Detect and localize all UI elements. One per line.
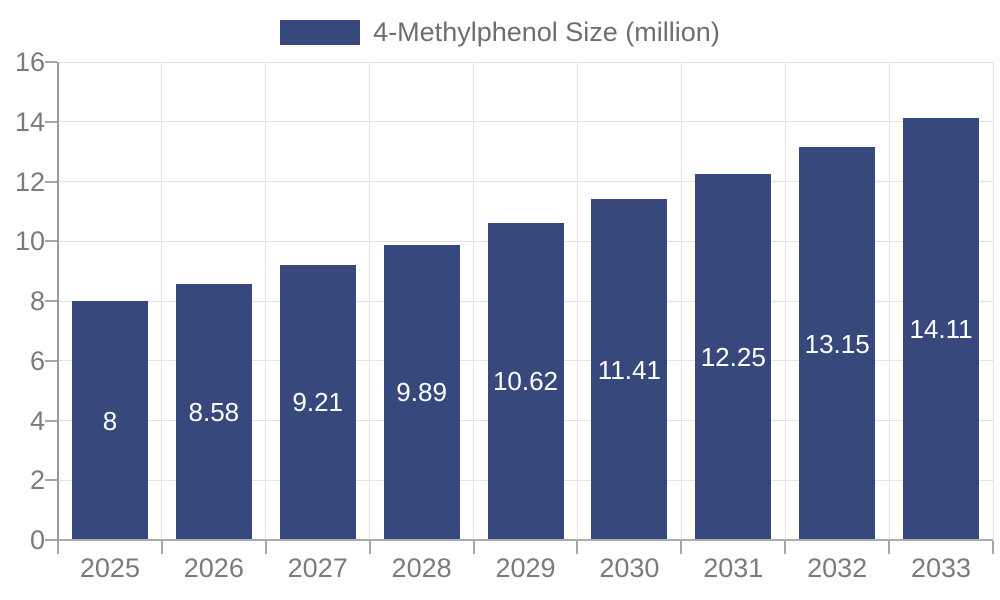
bar-value-label: 9.89 <box>396 377 447 408</box>
gridline-vertical <box>265 62 267 540</box>
y-axis-tick-label: 14 <box>14 106 45 137</box>
x-axis-tick-label: 2029 <box>495 553 556 583</box>
bar-2033[interactable]: 14.11 <box>903 118 980 540</box>
x-axis-tick <box>472 541 475 554</box>
gridline-vertical <box>992 62 994 540</box>
x-axis-tick <box>57 541 59 554</box>
y-axis-tick <box>45 180 57 183</box>
gridline-vertical <box>576 62 578 540</box>
x-axis-tick <box>160 541 163 554</box>
bar-value-label: 14.11 <box>909 314 973 345</box>
bar-value-label: 9.21 <box>292 387 344 418</box>
y-axis-tick-label: 0 <box>29 525 45 555</box>
y-axis-tick-label: 4 <box>29 405 45 436</box>
gridline-vertical <box>888 62 890 540</box>
y-axis-tick <box>45 419 57 422</box>
x-axis-tick-label: 2025 <box>79 553 140 583</box>
y-axis-tick <box>45 240 57 243</box>
y-axis-tick <box>45 539 57 541</box>
x-axis-tick-label: 2031 <box>703 553 764 583</box>
bar-2028[interactable]: 9.89 <box>383 244 460 540</box>
bar-2027[interactable]: 9.21 <box>279 264 356 540</box>
x-axis-line <box>58 539 993 541</box>
bar-2025[interactable]: 8 <box>71 301 148 540</box>
y-axis-tick-label: 8 <box>29 286 45 316</box>
y-axis-tick <box>45 359 57 362</box>
bar-2032[interactable]: 13.15 <box>799 147 876 540</box>
bar-value-label: 8.58 <box>188 396 240 427</box>
legend[interactable]: 4-Methylphenol Size (million) <box>0 17 1000 47</box>
bar-2026[interactable]: 8.58 <box>175 283 252 540</box>
y-axis-tick-label: 16 <box>14 47 45 77</box>
gridline-horizontal <box>58 181 993 182</box>
bar-value-label: 11.41 <box>597 354 661 385</box>
bar-value-label: 8 <box>102 405 118 436</box>
x-axis-tick-label: 2033 <box>911 553 972 583</box>
x-axis-tick <box>368 541 371 554</box>
bar-2030[interactable]: 11.41 <box>591 199 668 540</box>
x-axis-tick-label: 2027 <box>287 553 348 583</box>
gridline-horizontal <box>58 121 993 123</box>
plot-area: 8 8.58 9.21 9.89 10.62 11.41 12.25 13.15 14.11 <box>45 61 994 554</box>
gridline-vertical <box>369 62 371 540</box>
x-axis-tick-label: 2032 <box>807 553 868 583</box>
y-axis-line <box>57 62 59 554</box>
bar-value-label: 12.25 <box>700 342 766 373</box>
gridline-vertical <box>784 62 786 540</box>
y-axis-tick <box>45 479 57 482</box>
x-axis-tick <box>576 541 579 554</box>
gridline-vertical <box>680 62 682 540</box>
y-axis-tick-label: 10 <box>14 226 45 257</box>
y-axis-tick-label: 2 <box>29 465 45 496</box>
x-axis-tick-label: 2028 <box>391 553 452 583</box>
y-axis-tick-label: 6 <box>29 345 45 376</box>
x-axis-tick-label: 2026 <box>183 553 244 583</box>
y-axis-tick-label: 12 <box>14 166 45 197</box>
x-axis-tick <box>264 541 267 554</box>
y-axis-tick <box>45 61 57 63</box>
x-axis-tick-label: 2030 <box>599 553 660 583</box>
gridline-vertical <box>161 62 163 540</box>
x-axis-tick <box>992 541 994 554</box>
y-axis-tick <box>45 300 57 302</box>
bar-2029[interactable]: 10.62 <box>487 222 564 540</box>
legend-swatch[interactable] <box>280 19 361 45</box>
x-axis-tick <box>888 541 891 554</box>
bar-value-label: 10.62 <box>492 366 559 397</box>
bar-2031[interactable]: 12.25 <box>695 174 772 540</box>
gridline-horizontal <box>58 61 993 63</box>
gridline-vertical <box>473 62 475 540</box>
x-axis-tick <box>680 541 683 554</box>
legend-label[interactable]: 4-Methylphenol Size (million) <box>373 17 720 47</box>
x-axis-tick <box>784 541 787 554</box>
y-axis-tick <box>45 120 57 123</box>
bar-value-label: 13.15 <box>804 328 870 359</box>
